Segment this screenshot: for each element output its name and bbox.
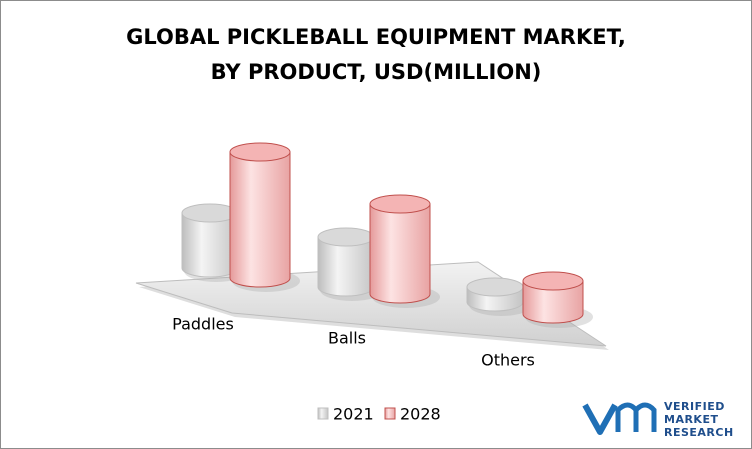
x-tick-label: Paddles — [172, 315, 234, 334]
cylinder — [369, 203, 431, 304]
cylinder-top — [466, 277, 524, 297]
cylinder — [522, 280, 584, 324]
x-tick-label: Balls — [328, 329, 366, 348]
logo-mark — [615, 402, 657, 432]
cylinder — [229, 151, 291, 288]
legend-label: 2028 — [400, 405, 441, 424]
legend-swatch — [384, 407, 396, 420]
x-tick-label: Others — [481, 351, 535, 370]
cylinder-top — [229, 142, 291, 162]
chart-title: BY PRODUCT, USD(MILLION) — [211, 60, 542, 84]
logo-mark — [582, 403, 618, 435]
legend-label: 2021 — [333, 405, 374, 424]
logo-text: RESEARCH — [664, 426, 734, 439]
logo-text: MARKET — [664, 413, 718, 426]
logo-text: VERIFIED — [664, 400, 725, 413]
cylinder-top — [522, 271, 584, 291]
cylinder-top — [317, 227, 375, 247]
legend-swatch — [317, 407, 329, 420]
chart-title: GLOBAL PICKLEBALL EQUIPMENT MARKET, — [126, 25, 626, 49]
cylinder-top — [369, 194, 431, 214]
